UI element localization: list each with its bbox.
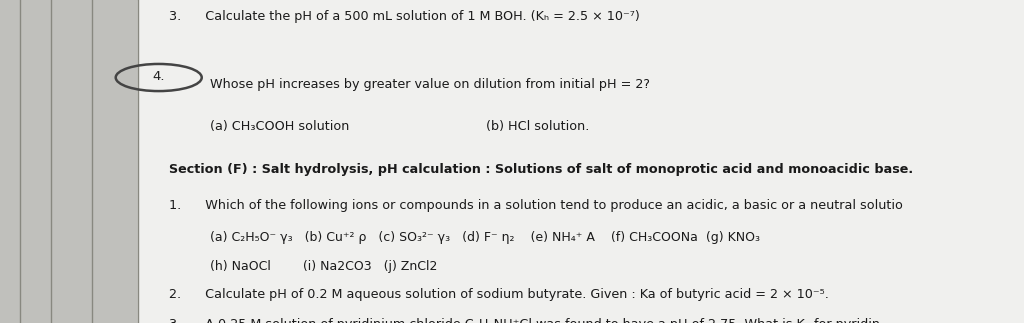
Text: (a) C₂H₅O⁻ γ₃   (b) Cu⁺² ρ   (c) SO₃²⁻ γ₃   (d) F⁻ η₂    (e) NH₄⁺ A    (f) CH₃CO: (a) C₂H₅O⁻ γ₃ (b) Cu⁺² ρ (c) SO₃²⁻ γ₃ (d… (210, 231, 760, 244)
Text: 1.      Which of the following ions or compounds in a solution tend to produce a: 1. Which of the following ions or compou… (169, 199, 903, 212)
Bar (0, 0, 138, 323)
Text: 3.      A 0.25 M solution of pyridinium chloride C₅H₅NH⁺Cl was found to have a p: 3. A 0.25 M solution of pyridinium chlor… (169, 318, 880, 323)
Text: 3.      Calculate the pH of a 500 mL solution of 1 M BOH. (Kₕ = 2.5 × 10⁻⁷): 3. Calculate the pH of a 500 mL solution… (169, 10, 640, 23)
Text: (b) HCl solution.: (b) HCl solution. (486, 120, 590, 132)
Text: 2.      Calculate pH of 0.2 M aqueous solution of sodium butyrate. Given : Ka of: 2. Calculate pH of 0.2 M aqueous solutio… (169, 288, 828, 301)
Text: 4.: 4. (153, 70, 165, 83)
Text: (h) NaOCl        (i) Na2CO3   (j) ZnCl2: (h) NaOCl (i) Na2CO3 (j) ZnCl2 (210, 260, 437, 273)
Text: Section (F) : Salt hydrolysis, pH calculation : Solutions of salt of monoprotic : Section (F) : Salt hydrolysis, pH calcul… (169, 163, 913, 176)
Text: Whose pH increases by greater value on dilution from initial pH = 2?: Whose pH increases by greater value on d… (210, 78, 650, 90)
Bar (138, 0, 1024, 323)
Text: (a) CH₃COOH solution: (a) CH₃COOH solution (210, 120, 349, 132)
